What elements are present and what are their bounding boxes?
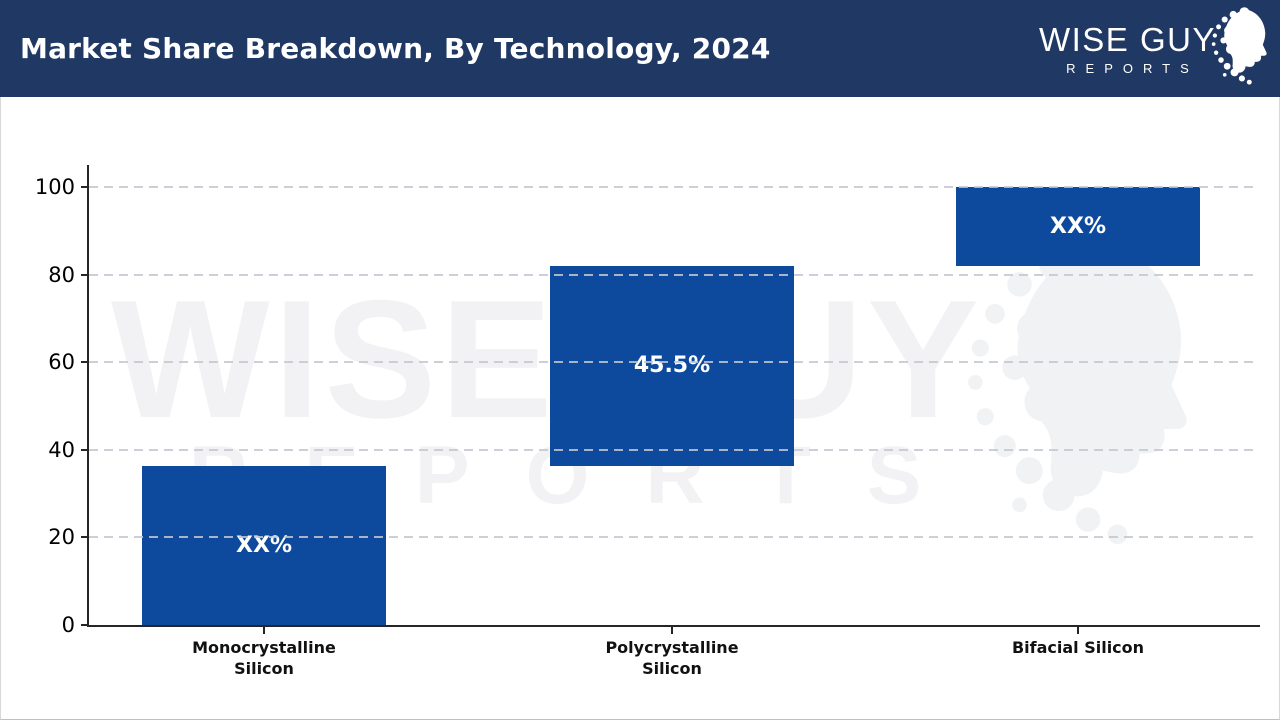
- logo-subtitle: REPORTS: [1066, 61, 1199, 76]
- y-tick-mark: [81, 186, 87, 188]
- logo-text: WISE GUY REPORTS: [1038, 21, 1216, 77]
- y-tick-label: 40: [48, 437, 75, 462]
- bar-value-label: 45.5%: [633, 353, 711, 379]
- gridline-y60: [89, 361, 1259, 364]
- x-tick-mark: [671, 627, 673, 634]
- watermark-wise-guy: WISE GUY: [111, 265, 984, 453]
- category-label-monocrystalline-silicon: Monocrystalline Silicon: [99, 637, 429, 679]
- category-label-line: Bifacial Silicon: [1011, 638, 1145, 657]
- plot-area: XX% 45.5% XX%: [89, 165, 1259, 625]
- y-axis-line: [87, 165, 89, 627]
- x-tick-mark: [263, 627, 265, 634]
- y-tick-mark: [81, 536, 87, 539]
- y-tick-mark: [81, 361, 87, 364]
- header-bar: Market Share Breakdown, By Technology, 2…: [0, 0, 1280, 97]
- y-tick-mark: [81, 448, 87, 451]
- chart-area: WISE GUY REPORTS XX% 45.5% XX% 0 20 40 60 80 10…: [0, 97, 1280, 720]
- bar-bifacial-silicon: XX%: [956, 187, 1200, 267]
- y-tick-mark: [81, 273, 87, 276]
- category-label-line: Polycrystalline: [605, 638, 739, 657]
- gridline-y80: [89, 273, 1259, 276]
- category-label-polycrystalline-silicon: Polycrystalline Silicon: [507, 637, 837, 679]
- y-tick-label: 100: [34, 175, 75, 199]
- y-tick-label: 80: [48, 262, 75, 287]
- bar-polycrystalline-silicon: 45.5%: [550, 266, 794, 466]
- y-tick-label: 0: [61, 613, 75, 637]
- category-label-line: Silicon: [234, 659, 294, 678]
- category-label-line: Silicon: [642, 659, 702, 678]
- y-tick-label: 60: [48, 350, 75, 375]
- page-title: Market Share Breakdown, By Technology, 2…: [20, 32, 771, 65]
- bar-monocrystalline-silicon: XX%: [142, 465, 386, 625]
- gridline-y40: [89, 448, 1259, 451]
- y-tick-mark: [81, 624, 87, 626]
- gridline-y100: [89, 186, 1259, 188]
- dotted-head-icon: [1211, 7, 1267, 85]
- bar-value-label: XX%: [1050, 214, 1106, 240]
- gridline-y20: [89, 536, 1259, 539]
- x-tick-mark: [1077, 627, 1079, 634]
- logo-name: WISE GUY: [1038, 21, 1216, 58]
- x-axis-line: [87, 625, 1260, 627]
- y-tick-label: 20: [48, 525, 75, 550]
- category-label-bifacial-silicon: Bifacial Silicon: [913, 637, 1243, 658]
- wise-guy-logo: WISE GUY REPORTS: [1039, 4, 1268, 94]
- category-label-line: Monocrystalline: [192, 638, 336, 657]
